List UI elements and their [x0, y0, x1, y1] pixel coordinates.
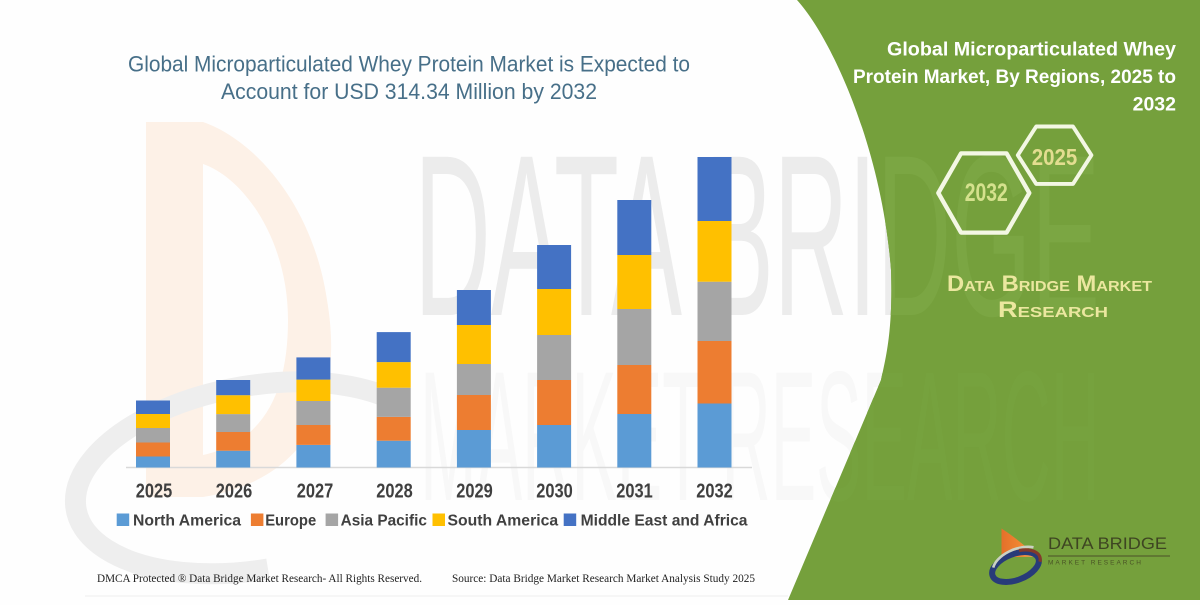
svg-text:DMCA Protected ® Data Bridge M: DMCA Protected ® Data Bridge Market Rese… [97, 571, 422, 585]
svg-text:2028: 2028 [376, 480, 413, 503]
svg-text:2032: 2032 [965, 179, 1008, 207]
svg-text:South America: South America [448, 513, 559, 530]
svg-text:2030: 2030 [536, 480, 573, 503]
svg-text:Data Bridge Market: Data Bridge Market [947, 271, 1152, 296]
svg-text:Protein Market, By Regions, 20: Protein Market, By Regions, 2025 to [853, 66, 1176, 88]
svg-text:Middle East and Africa: Middle East and Africa [581, 513, 748, 530]
svg-text:DATA BRIDGE: DATA BRIDGE [1048, 534, 1167, 553]
svg-text:2027: 2027 [297, 480, 334, 503]
svg-text:Asia Pacific: Asia Pacific [341, 513, 428, 530]
svg-text:North America: North America [133, 513, 241, 530]
svg-text:MARKET RESEARCH: MARKET RESEARCH [1048, 560, 1143, 567]
svg-text:Account for USD 314.34 Million: Account for USD 314.34 Million by 2032 [221, 79, 597, 104]
svg-text:2029: 2029 [456, 480, 493, 503]
svg-text:2031: 2031 [616, 480, 653, 503]
svg-text:Global Microparticulated Whey: Global Microparticulated Whey [887, 39, 1176, 61]
svg-text:Europe: Europe [265, 513, 316, 530]
svg-text:2032: 2032 [696, 480, 733, 503]
svg-text:2025: 2025 [136, 480, 173, 503]
svg-text:Research: Research [998, 297, 1108, 322]
svg-text:2032: 2032 [1133, 94, 1177, 116]
svg-text:2026: 2026 [216, 480, 253, 503]
svg-text:Global Microparticulated Whey: Global Microparticulated Whey Protein Ma… [128, 52, 690, 77]
svg-text:2025: 2025 [1032, 144, 1078, 170]
svg-text:Source: Data Bridge Market Res: Source: Data Bridge Market Research Mark… [452, 571, 755, 585]
